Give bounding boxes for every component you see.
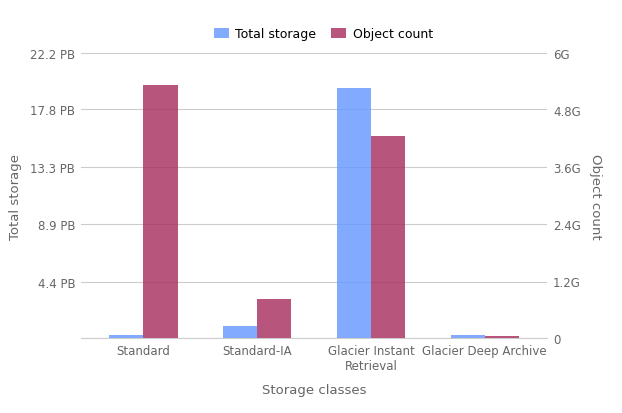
- X-axis label: Storage classes: Storage classes: [262, 383, 366, 396]
- Bar: [485, 336, 519, 339]
- Bar: [451, 335, 485, 339]
- Y-axis label: Total storage: Total storage: [9, 153, 22, 239]
- Legend: Total storage, Object count: Total storage, Object count: [209, 23, 438, 46]
- Bar: [371, 137, 405, 339]
- Bar: [109, 335, 144, 339]
- Bar: [223, 326, 258, 339]
- Bar: [258, 300, 291, 339]
- Y-axis label: Object count: Object count: [588, 154, 601, 239]
- Bar: [144, 86, 177, 339]
- Bar: [337, 88, 371, 339]
